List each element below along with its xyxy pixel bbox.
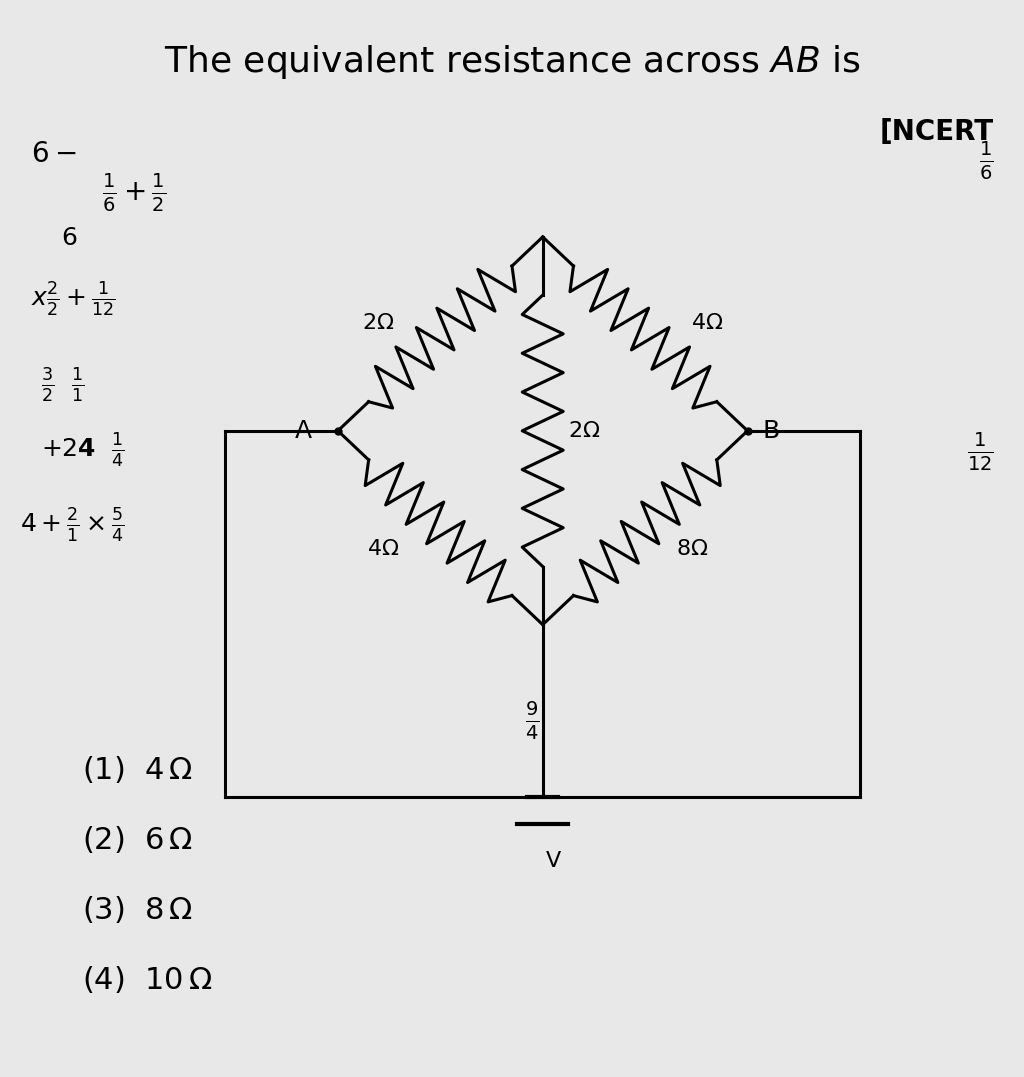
Text: (1)  $4\,\Omega$: (1) $4\,\Omega$ xyxy=(82,754,193,785)
Text: $4\Omega$: $4\Omega$ xyxy=(367,540,399,559)
Text: [NCERT: [NCERT xyxy=(880,118,993,146)
Text: $\frac{3}{2}\ \ \frac{1}{1}$: $\frac{3}{2}\ \ \frac{1}{1}$ xyxy=(41,366,85,404)
Text: $4+\frac{2}{1}\times\frac{5}{4}$: $4+\frac{2}{1}\times\frac{5}{4}$ xyxy=(20,506,125,544)
Text: B: B xyxy=(763,419,780,443)
Text: A: A xyxy=(295,419,312,443)
Text: $\frac{1}{12}$: $\frac{1}{12}$ xyxy=(967,431,993,473)
Text: (2)  $6\,\Omega$: (2) $6\,\Omega$ xyxy=(82,824,193,855)
Text: The equivalent resistance across $AB$ is: The equivalent resistance across $AB$ is xyxy=(164,43,860,81)
Text: $8\Omega$: $8\Omega$ xyxy=(676,540,709,559)
Text: $\frac{1}{6}$: $\frac{1}{6}$ xyxy=(979,140,993,182)
Text: $2\Omega$: $2\Omega$ xyxy=(361,313,394,333)
Text: $6$: $6$ xyxy=(61,226,78,250)
Text: $+2\mathbf{4}\ \ \frac{1}{4}$: $+2\mathbf{4}\ \ \frac{1}{4}$ xyxy=(41,431,125,468)
Text: $x\frac{2}{2}+\frac{1}{12}$: $x\frac{2}{2}+\frac{1}{12}$ xyxy=(31,280,116,318)
Text: $\frac{1}{6}+\frac{1}{2}$: $\frac{1}{6}+\frac{1}{2}$ xyxy=(102,172,167,214)
Text: (3)  $8\,\Omega$: (3) $8\,\Omega$ xyxy=(82,894,193,925)
Text: $2\Omega$: $2\Omega$ xyxy=(568,421,601,440)
Text: V: V xyxy=(546,851,560,871)
Text: $4\Omega$: $4\Omega$ xyxy=(691,313,724,333)
Text: (4)  $10\,\Omega$: (4) $10\,\Omega$ xyxy=(82,964,212,995)
Text: $\frac{9}{4}$: $\frac{9}{4}$ xyxy=(525,700,540,742)
Text: $6-$: $6-$ xyxy=(31,140,76,168)
